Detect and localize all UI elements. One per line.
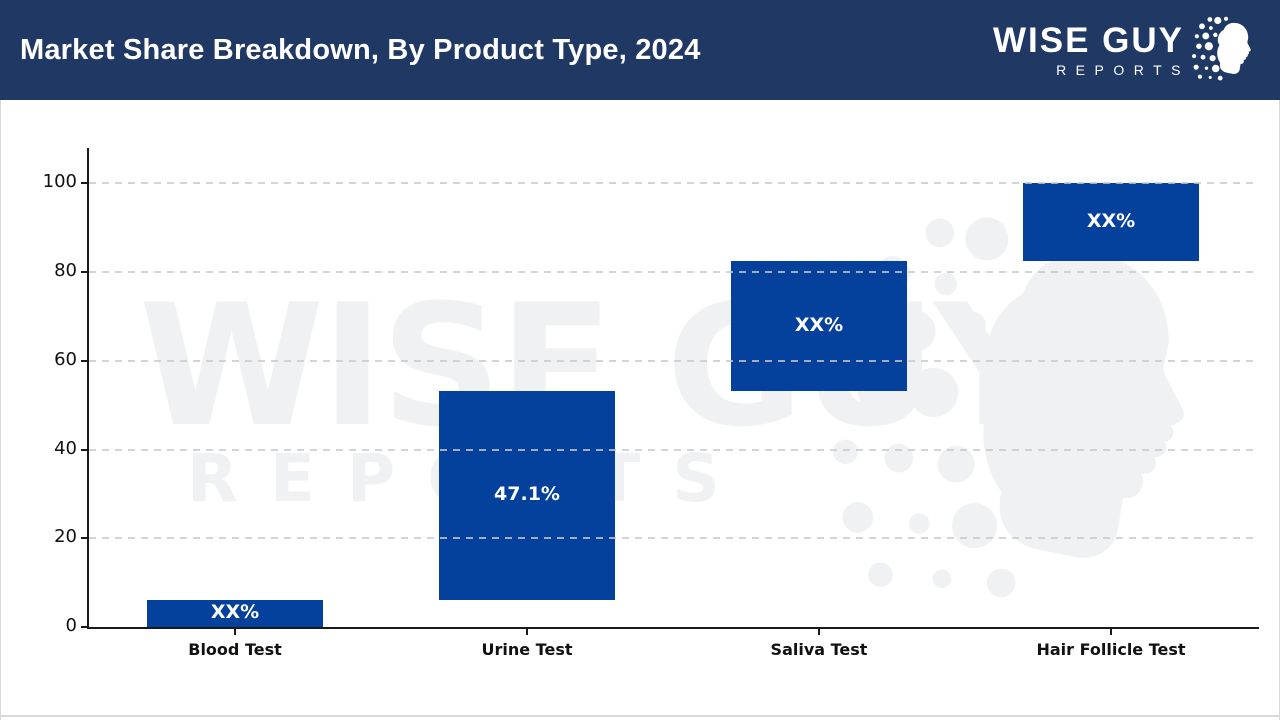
header-bar: Market Share Breakdown, By Product Type,… — [0, 0, 1280, 100]
y-axis-line — [87, 148, 89, 629]
bar-value-label: XX% — [210, 601, 260, 624]
brand-subtitle: REPORTS — [1056, 62, 1190, 78]
y-tick-label: 0 — [65, 615, 77, 636]
gridline-y-20 — [89, 537, 1257, 540]
page-title: Market Share Breakdown, By Product Type,… — [20, 33, 701, 66]
x-tick-mark — [234, 629, 236, 635]
brand-logo-text: WISE GUY REPORTS — [993, 23, 1184, 77]
bar-blood-test: XX% — [147, 599, 323, 627]
y-tick-label: 100 — [42, 171, 77, 193]
bar-value-label: XX% — [794, 313, 844, 336]
y-tick-label: 40 — [54, 437, 77, 459]
bar-saliva-test: XX% — [731, 260, 907, 392]
gridline-y-40 — [89, 448, 1257, 451]
y-tick-mark — [81, 626, 88, 628]
y-tick-label: 80 — [54, 260, 77, 282]
bar-urine-test: 47.1% — [439, 391, 615, 600]
x-tick-mark — [818, 629, 820, 635]
x-tick-mark — [1110, 629, 1112, 635]
brand-head-icon — [1190, 8, 1262, 92]
x-tick-mark — [526, 629, 528, 635]
brand-name: WISE GUY — [992, 21, 1184, 60]
y-tick-mark — [81, 359, 88, 362]
x-category-label-urine-test: Urine Test — [481, 640, 573, 659]
y-tick-mark — [81, 448, 88, 451]
brand-logo: WISE GUY REPORTS — [993, 8, 1262, 92]
gridline-y-60 — [89, 359, 1257, 362]
y-tick-label: 60 — [54, 348, 77, 370]
y-tick-label: 20 — [54, 526, 77, 548]
y-tick-mark — [81, 182, 88, 185]
footer-divider — [1, 715, 1279, 717]
bar-value-label: 47.1% — [494, 483, 560, 506]
gridline-y-100 — [89, 182, 1257, 185]
gridline-y-80 — [89, 271, 1257, 274]
y-tick-mark — [81, 537, 88, 540]
x-category-label-saliva-test: Saliva Test — [770, 640, 868, 659]
x-category-label-blood-test: Blood Test — [188, 640, 282, 659]
bar-hair-follicle-test: XX% — [1023, 183, 1199, 261]
bar-value-label: XX% — [1086, 210, 1136, 233]
y-tick-mark — [81, 271, 88, 274]
x-axis-line — [87, 627, 1259, 629]
x-category-label-hair-follicle-test: Hair Follicle Test — [1036, 640, 1186, 659]
